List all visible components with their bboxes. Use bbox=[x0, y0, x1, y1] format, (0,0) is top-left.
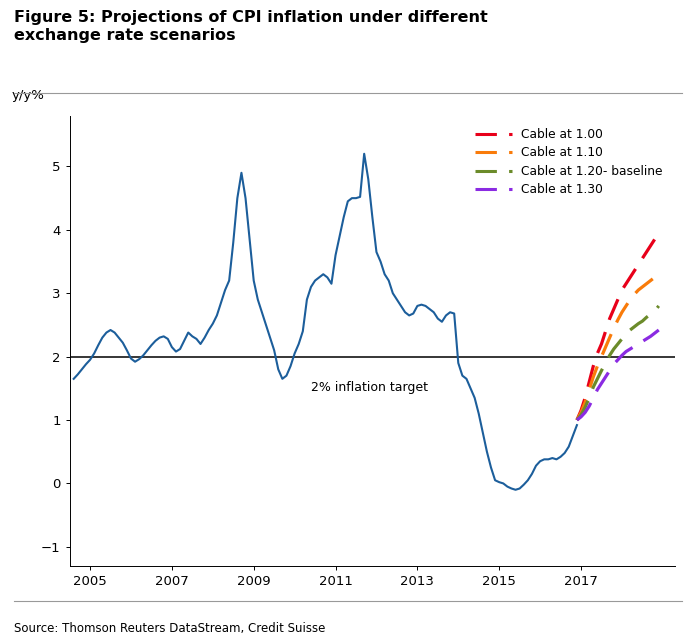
Text: 2% inflation target: 2% inflation target bbox=[311, 381, 428, 394]
Text: Source: Thomson Reuters DataStream, Credit Suisse: Source: Thomson Reuters DataStream, Cred… bbox=[14, 622, 325, 635]
Text: y/y%: y/y% bbox=[12, 89, 45, 102]
Text: Figure 5: Projections of CPI inflation under different
exchange rate scenarios: Figure 5: Projections of CPI inflation u… bbox=[14, 10, 488, 43]
Legend: Cable at 1.00, Cable at 1.10, Cable at 1.20- baseline, Cable at 1.30: Cable at 1.00, Cable at 1.10, Cable at 1… bbox=[469, 122, 669, 203]
